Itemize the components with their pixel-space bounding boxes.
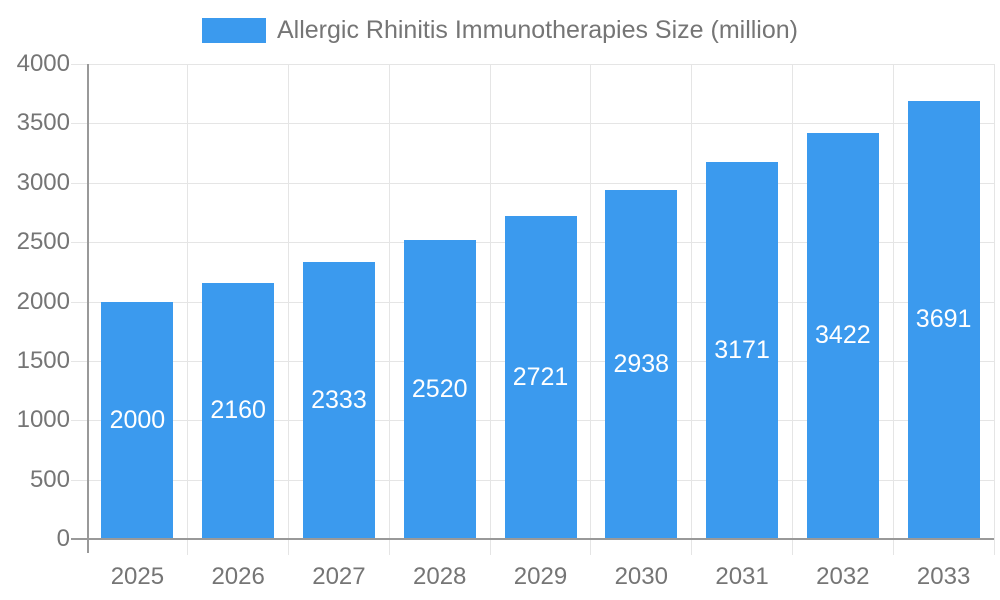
bar-value-label: 2333 (311, 385, 367, 414)
bar[interactable]: 2160 (202, 282, 275, 539)
x-gridline (993, 64, 995, 555)
legend-swatch-icon (201, 17, 266, 43)
x-gridline (791, 64, 793, 555)
bar-value-label: 2160 (210, 396, 266, 425)
bar[interactable]: 2520 (403, 239, 476, 539)
x-tick-label: 2026 (211, 563, 265, 590)
legend-label: Allergic Rhinitis Immunotherapies Size (… (276, 15, 798, 44)
bar[interactable]: 3691 (907, 100, 980, 539)
x-tick-label: 2029 (513, 563, 568, 590)
y-tick-label: 4000 (16, 50, 70, 77)
x-tick-label: 2033 (916, 563, 971, 590)
y-tick-label: 1000 (16, 406, 70, 434)
y-tick-label: 500 (29, 465, 70, 493)
x-gridline (288, 64, 290, 555)
bar[interactable]: 2938 (605, 190, 678, 539)
y-tick-label: 1500 (16, 346, 70, 374)
bar[interactable]: 2721 (504, 215, 577, 539)
bar-value-label: 3691 (915, 305, 972, 334)
plot-area: 0 500 1000 1500 2000 2500 3000 3500 4000 2000 2025… (17, 50, 995, 590)
x-gridline (388, 64, 390, 555)
x-tick-label: 2031 (715, 563, 769, 590)
bar-value-label: 2000 (109, 405, 166, 434)
bar[interactable]: 2000 (101, 301, 174, 539)
y-tick-label: 2000 (16, 287, 70, 315)
bar-value-label: 2520 (411, 374, 468, 403)
x-gridline (187, 64, 189, 555)
x-gridline (691, 64, 693, 555)
bar-value-label: 3171 (714, 336, 770, 365)
x-axis-line (71, 538, 994, 540)
x-tick-label: 2028 (413, 563, 467, 590)
y-tick-label: 3500 (16, 109, 70, 137)
y-gridline (71, 123, 994, 125)
y-axis-line (87, 64, 89, 553)
x-tick-label: 2025 (110, 563, 165, 590)
x-gridline (892, 64, 894, 555)
x-tick-label: 2030 (614, 563, 668, 590)
bar-value-label: 3422 (815, 321, 871, 350)
y-gridline (71, 64, 994, 65)
bar[interactable]: 3171 (706, 162, 779, 539)
y-tick-label: 0 (56, 525, 70, 552)
legend[interactable]: Allergic Rhinitis Immunotherapies Size (… (0, 15, 1000, 45)
y-tick-label: 2500 (16, 228, 70, 256)
y-gridline (71, 182, 994, 184)
bar[interactable]: 2333 (302, 261, 375, 539)
x-tick-label: 2027 (312, 563, 366, 590)
x-gridline (489, 64, 491, 555)
bar-value-label: 2721 (512, 362, 569, 391)
y-tick-label: 3000 (16, 168, 70, 196)
bar-value-label: 2938 (613, 350, 670, 379)
bar[interactable]: 3422 (806, 132, 879, 539)
x-tick-label: 2032 (816, 563, 870, 590)
x-gridline (590, 64, 592, 555)
